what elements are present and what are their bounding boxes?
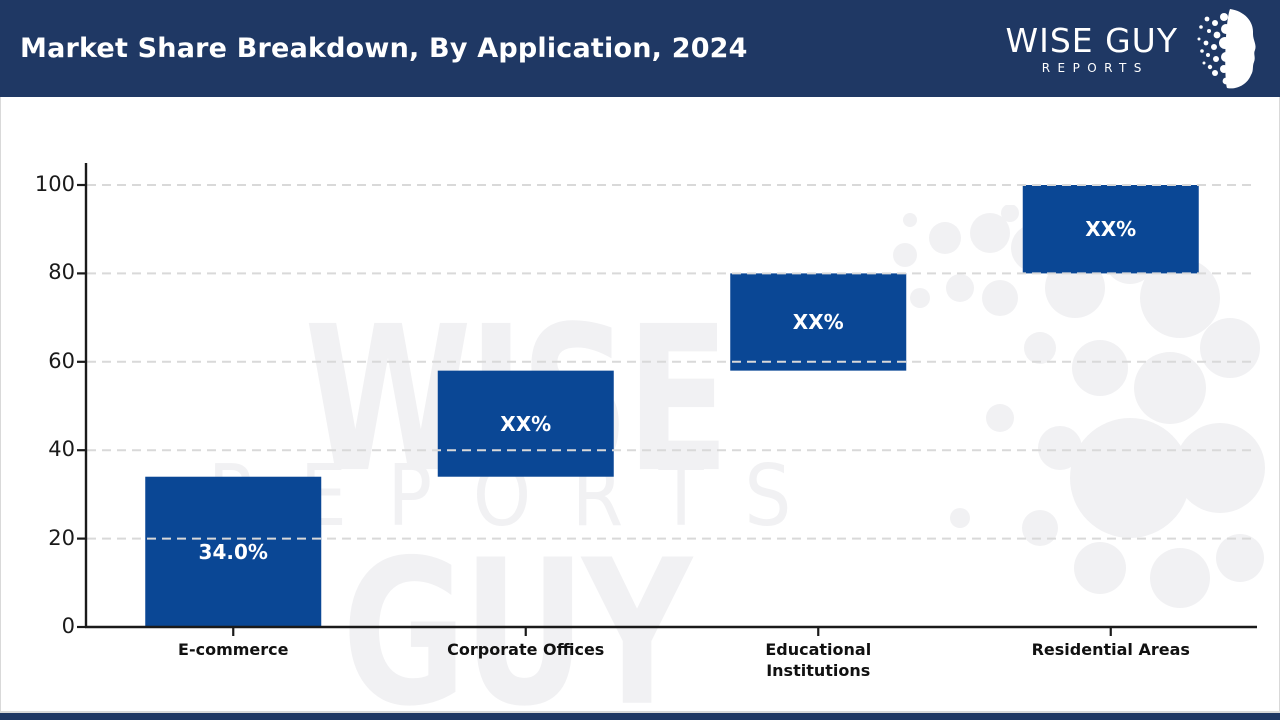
wise-guy-logo: WISE GUY REPORTS (1005, 6, 1258, 92)
logo-text: WISE GUY REPORTS (1005, 24, 1178, 74)
title-bar: Market Share Breakdown, By Application, … (0, 0, 1280, 97)
chart-bar (1022, 185, 1199, 274)
chart-bar (730, 273, 907, 371)
chart-bar (145, 476, 322, 627)
chart-bar (437, 370, 614, 477)
dotted-face-icon (1197, 8, 1256, 88)
logo-name: WISE GUY (1005, 20, 1178, 60)
footer-bar (0, 713, 1280, 720)
logo-subtitle: REPORTS (1041, 60, 1149, 75)
page-title: Market Share Breakdown, By Application, … (20, 33, 748, 64)
